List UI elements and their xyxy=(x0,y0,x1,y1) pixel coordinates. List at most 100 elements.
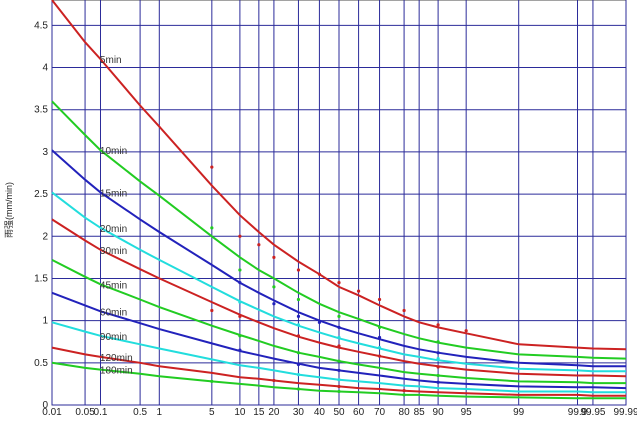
x-tick-label: 0.01 xyxy=(42,407,62,418)
series-curve-30min xyxy=(51,218,627,378)
axis-layer: 0.01 0.050.1 0.5 1 5 10 15 20 30 40 50 60 70 80 85 90 95… xyxy=(34,20,637,418)
series-label-30min: 30min xyxy=(100,246,127,257)
data-point xyxy=(337,281,341,285)
data-point xyxy=(436,356,440,361)
y-tick-label: 3 xyxy=(42,147,48,158)
x-tick-label: 70 xyxy=(374,407,386,418)
y-tick-label: 1 xyxy=(42,316,48,327)
data-point xyxy=(436,365,440,369)
data-point xyxy=(296,351,301,355)
data-point xyxy=(436,340,440,344)
data-point xyxy=(337,384,341,389)
y-tick-label: 0.5 xyxy=(34,358,48,369)
data-point xyxy=(238,334,242,338)
data-point xyxy=(210,226,214,230)
data-point xyxy=(377,325,382,329)
series-curve-60min xyxy=(51,291,627,390)
x-tick-label: 99.99 xyxy=(613,407,637,418)
x-tick-label: 90 xyxy=(433,407,445,418)
data-point xyxy=(272,285,276,289)
data-point xyxy=(317,272,322,276)
data-point xyxy=(238,314,242,319)
data-point xyxy=(296,373,301,377)
data-point xyxy=(296,297,301,302)
data-point xyxy=(238,281,242,285)
series-label-15min: 15min xyxy=(100,188,127,199)
series-curve-90min xyxy=(51,321,626,394)
data-point xyxy=(337,325,341,329)
data-point xyxy=(464,329,468,333)
x-tick-label: 0.05 xyxy=(75,407,95,418)
data-point xyxy=(377,297,382,302)
series-label-120min: 120min xyxy=(100,353,133,364)
point-layer xyxy=(210,165,468,397)
data-point xyxy=(210,308,214,313)
data-point xyxy=(238,234,242,238)
series-curve-45min xyxy=(51,259,626,385)
data-point xyxy=(296,314,301,319)
x-tick-label: 0.5 xyxy=(133,407,147,418)
data-point xyxy=(272,378,276,383)
y-tick-label: 4.5 xyxy=(34,20,48,31)
data-point xyxy=(337,378,341,382)
x-tick-label: 1 xyxy=(157,407,163,418)
x-tick-label: 99.95 xyxy=(580,407,605,418)
data-point xyxy=(402,308,406,313)
series-curve-120min xyxy=(51,346,626,397)
data-point xyxy=(337,314,341,319)
x-tick-label: 15 xyxy=(253,407,265,418)
y-tick-label: 3.5 xyxy=(34,105,48,116)
x-tick-label: 5 xyxy=(209,407,215,418)
data-point xyxy=(337,368,341,373)
x-tick-label: 40 xyxy=(314,407,326,418)
x-tick-label: 10 xyxy=(234,407,246,418)
data-point xyxy=(436,323,440,327)
data-point xyxy=(436,351,440,355)
data-point xyxy=(272,302,276,306)
curve-layer xyxy=(51,0,627,400)
x-tick-label: 30 xyxy=(293,407,305,418)
series-label-90min: 90min xyxy=(100,332,127,343)
data-point xyxy=(272,255,276,259)
data-point xyxy=(296,268,301,272)
data-point xyxy=(337,344,341,348)
data-point xyxy=(296,362,301,367)
series-label-180min: 180min xyxy=(100,366,133,377)
x-tick-label: 20 xyxy=(268,407,280,418)
series-curve-15min xyxy=(51,149,626,368)
data-point xyxy=(296,387,301,391)
x-tick-label: 0.1 xyxy=(94,407,108,418)
data-point xyxy=(377,346,382,350)
series-curve-5min xyxy=(51,0,627,351)
series-label-20min: 20min xyxy=(100,224,127,235)
data-point xyxy=(296,323,301,327)
data-point xyxy=(436,373,440,378)
data-point xyxy=(337,359,341,363)
x-tick-label: 80 xyxy=(399,407,411,418)
data-point xyxy=(356,289,361,293)
data-point xyxy=(210,165,214,169)
x-tick-label: 95 xyxy=(461,407,473,418)
data-point xyxy=(238,300,242,304)
data-point xyxy=(377,354,382,358)
data-point xyxy=(210,379,214,383)
series-curve-180min xyxy=(51,361,626,400)
data-point xyxy=(257,243,261,247)
data-point xyxy=(377,335,382,340)
x-tick-label: 99 xyxy=(513,407,525,418)
y-tick-label: 2 xyxy=(42,231,48,242)
y-tick-label: 0 xyxy=(42,400,48,411)
data-point xyxy=(436,380,440,384)
x-tick-label: 50 xyxy=(333,407,345,418)
data-point xyxy=(337,335,341,340)
label-layer: 5min 10min 15min 20min 30min 45min 60min 90min 1… xyxy=(100,55,133,377)
data-point xyxy=(337,389,341,394)
series-label-45min: 45min xyxy=(100,280,127,291)
series-label-10min: 10min xyxy=(100,146,127,157)
data-point xyxy=(402,393,406,397)
data-point xyxy=(238,348,242,352)
series-curve-20min xyxy=(51,191,626,373)
series-curve-10min xyxy=(51,100,627,360)
